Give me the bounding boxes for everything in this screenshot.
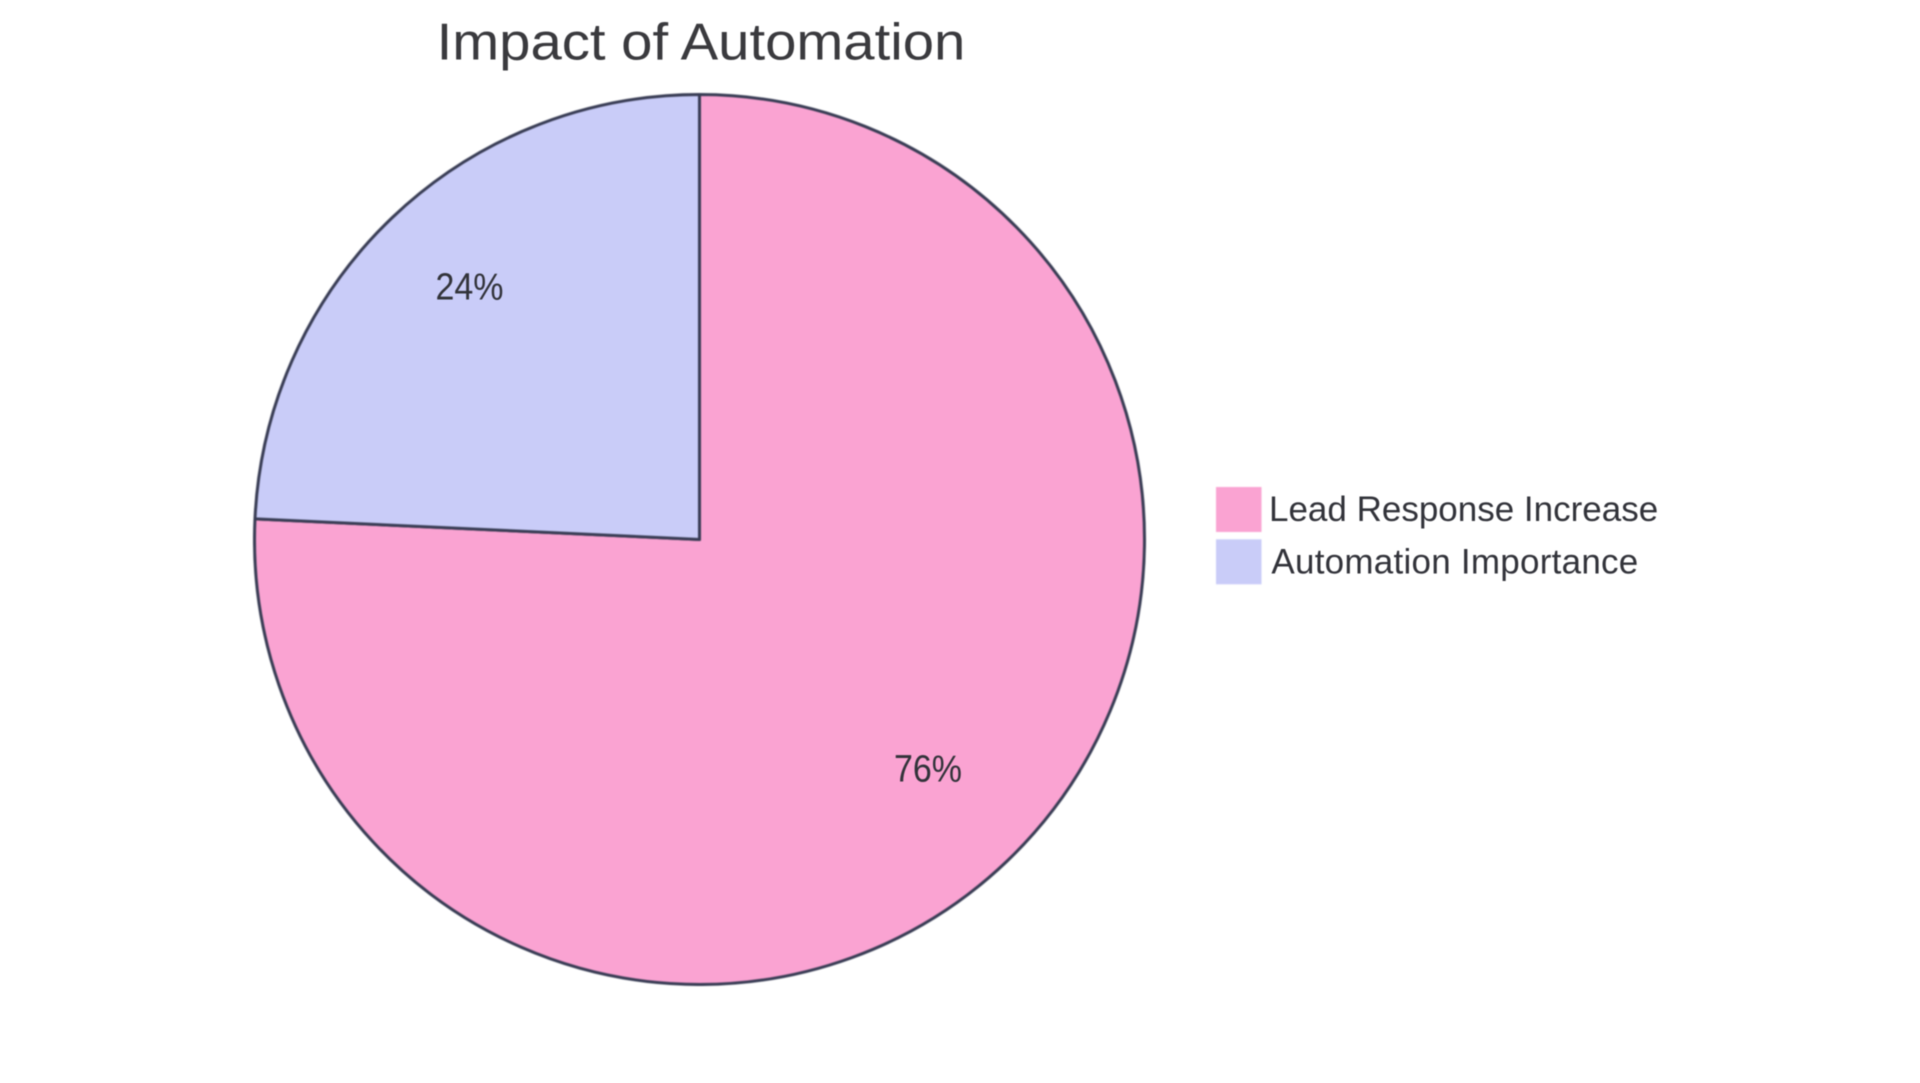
svg-text:Lead Response Increase: Lead Response Increase (1269, 490, 1658, 529)
svg-text:76%: 76% (894, 749, 962, 791)
svg-text:Impact of Automation: Impact of Automation (437, 14, 966, 72)
svg-text:Automation Importance: Automation Importance (1271, 542, 1638, 581)
svg-text:24%: 24% (436, 267, 504, 309)
